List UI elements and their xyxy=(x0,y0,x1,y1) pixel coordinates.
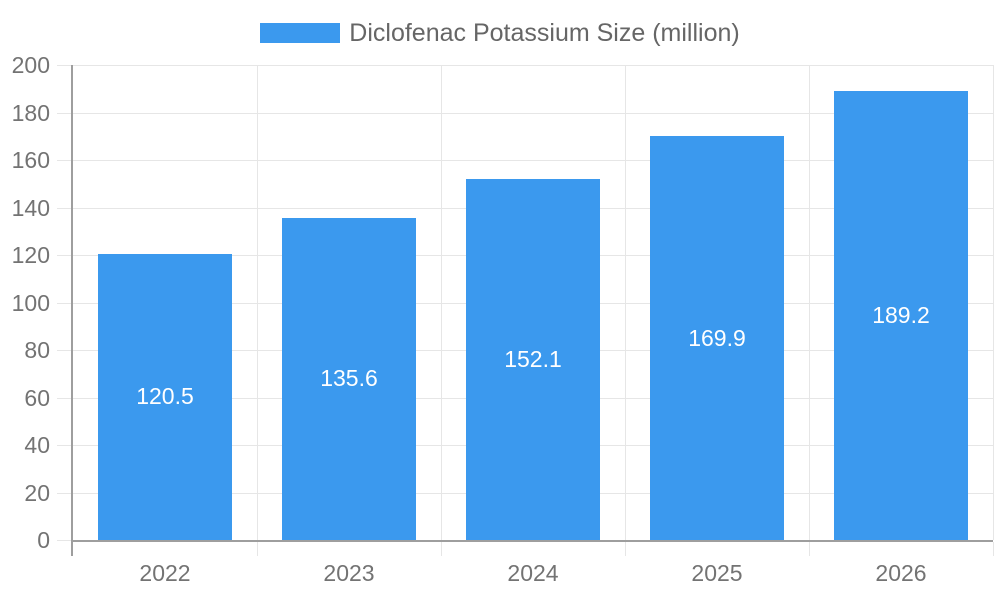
y-axis-tick xyxy=(57,540,73,541)
y-axis-label: 0 xyxy=(37,527,50,553)
x-axis-label: 2022 xyxy=(139,560,191,586)
bar-value-label: 189.2 xyxy=(872,301,930,328)
y-axis-label: 200 xyxy=(11,52,50,78)
x-axis-tick xyxy=(993,542,994,556)
bar: 189.2 xyxy=(834,90,968,540)
x-axis-label: 2025 xyxy=(691,560,743,586)
y-axis-tick xyxy=(57,207,73,209)
gridline-horizontal xyxy=(73,112,993,114)
x-axis-tick xyxy=(441,542,442,556)
x-axis-label: 2026 xyxy=(875,560,927,586)
gridline-horizontal xyxy=(73,65,993,66)
bar-value-label: 135.6 xyxy=(320,365,378,392)
x-axis-label: 2023 xyxy=(323,560,375,586)
gridline-vertical xyxy=(625,65,626,540)
x-axis-label: 2024 xyxy=(507,560,559,586)
gridline-vertical xyxy=(257,65,258,540)
y-axis-line xyxy=(71,65,73,556)
y-axis-tick xyxy=(57,350,73,351)
y-axis-tick xyxy=(57,65,73,66)
legend-label: Diclofenac Potassium Size (million) xyxy=(349,18,740,47)
y-axis-tick xyxy=(57,397,73,399)
bar: 120.5 xyxy=(98,253,232,540)
y-axis-label: 160 xyxy=(11,147,50,173)
y-axis-tick xyxy=(57,160,73,161)
gridline-horizontal xyxy=(73,160,993,161)
y-axis-label: 120 xyxy=(11,242,50,268)
bar-value-label: 152.1 xyxy=(504,345,562,372)
legend-swatch xyxy=(260,23,341,43)
bar: 135.6 xyxy=(282,217,416,540)
x-axis-line xyxy=(73,540,993,542)
x-axis-tick xyxy=(257,542,258,556)
y-axis-label: 80 xyxy=(24,337,50,363)
y-axis-tick xyxy=(57,255,73,256)
bar-value-label: 120.5 xyxy=(136,383,194,410)
bar-value-label: 169.9 xyxy=(688,324,746,351)
y-axis-label: 40 xyxy=(24,432,50,458)
gridline-vertical xyxy=(441,65,442,540)
x-axis-tick xyxy=(625,542,626,556)
y-axis-label: 20 xyxy=(24,479,50,506)
bar: 152.1 xyxy=(466,178,600,540)
y-axis-label: 180 xyxy=(11,99,50,126)
y-axis-tick xyxy=(57,492,73,494)
y-axis-tick xyxy=(57,302,73,304)
y-axis-tick xyxy=(57,445,73,446)
gridline-vertical xyxy=(809,65,810,540)
legend: Diclofenac Potassium Size (million) xyxy=(0,10,1000,56)
y-axis-label: 60 xyxy=(24,384,50,411)
x-axis-tick xyxy=(809,542,810,556)
gridline-vertical xyxy=(993,65,994,540)
y-axis-label: 140 xyxy=(11,194,50,221)
bar: 169.9 xyxy=(650,136,784,540)
y-axis-tick xyxy=(57,112,73,114)
y-axis-label: 100 xyxy=(11,289,50,316)
